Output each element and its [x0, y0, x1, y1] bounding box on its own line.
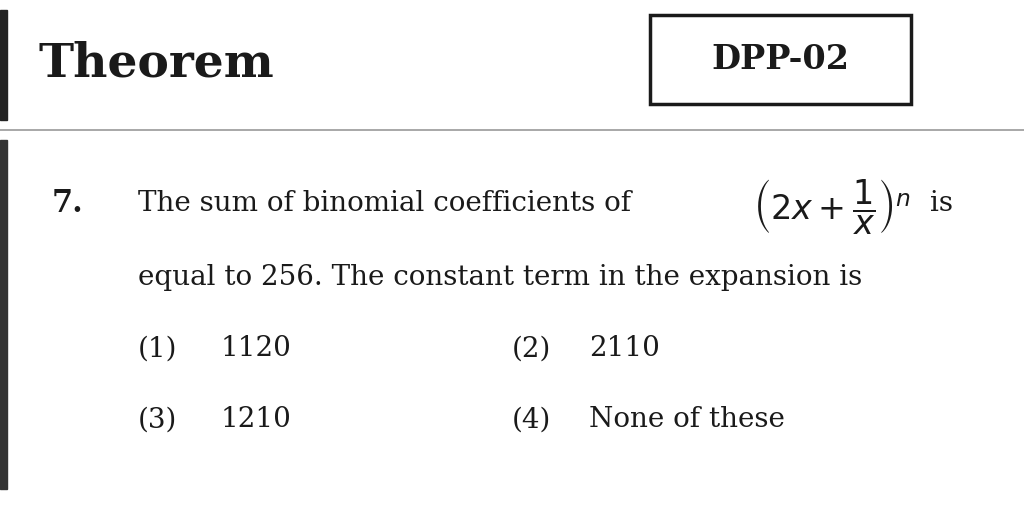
Text: Theorem: Theorem — [39, 41, 274, 87]
Text: is: is — [930, 190, 952, 217]
Text: 1120: 1120 — [220, 335, 291, 362]
FancyBboxPatch shape — [650, 15, 911, 104]
Text: 1210: 1210 — [220, 406, 291, 434]
Text: DPP-02: DPP-02 — [712, 43, 850, 76]
Text: The sum of binomial coefficients of: The sum of binomial coefficients of — [138, 190, 632, 217]
Text: (3): (3) — [138, 406, 177, 434]
Text: (2): (2) — [512, 335, 551, 362]
Text: equal to 256. The constant term in the expansion is: equal to 256. The constant term in the e… — [138, 264, 862, 291]
Text: None of these: None of these — [589, 406, 784, 434]
Text: 2110: 2110 — [589, 335, 659, 362]
Text: $\left(2x+\dfrac{1}{x}\right)^{n}$: $\left(2x+\dfrac{1}{x}\right)^{n}$ — [753, 177, 910, 236]
Text: (4): (4) — [512, 406, 551, 434]
Text: 7.: 7. — [51, 188, 83, 219]
Bar — [0, 140, 7, 489]
Bar — [0, 10, 7, 120]
Text: (1): (1) — [138, 335, 178, 362]
